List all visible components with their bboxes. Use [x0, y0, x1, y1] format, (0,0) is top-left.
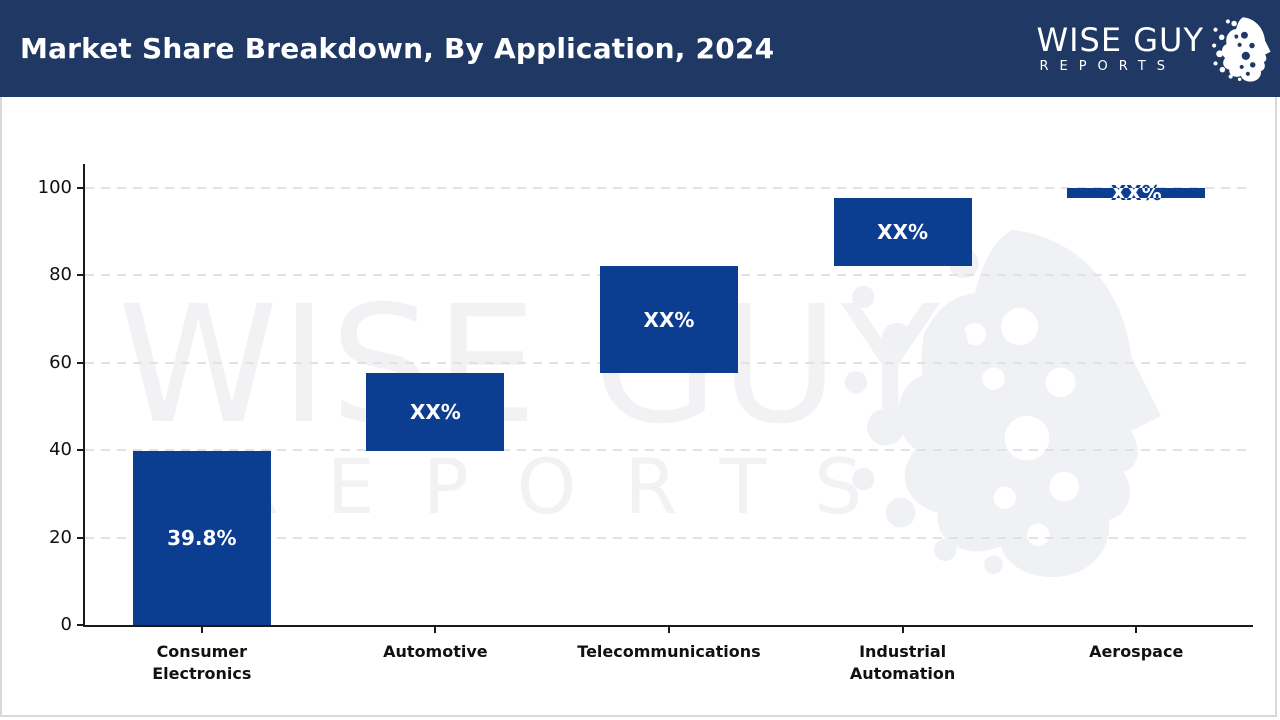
bar: XX% [833, 198, 972, 267]
watermark-text: WISE GUY [118, 272, 942, 460]
x-tick-mark [1135, 625, 1138, 633]
y-tick-mark [77, 536, 85, 539]
y-tick-mark [77, 624, 85, 626]
x-tick-mark [200, 625, 203, 633]
y-tick-mark [77, 449, 85, 451]
watermark-tagline: REPORTS [226, 442, 911, 531]
bar: 39.8% [132, 450, 271, 625]
category-label: Aerospace [1089, 642, 1184, 661]
bar-value-label: XX% [877, 220, 929, 245]
gridline [85, 186, 1253, 189]
category-label: Telecommunications [577, 642, 761, 661]
y-tick-mark [77, 274, 85, 276]
category-label: Automotive [383, 642, 488, 661]
y-tick-label: 80 [49, 264, 72, 285]
x-axis [83, 625, 1253, 627]
bar-value-label: XX% [643, 307, 695, 332]
logo-tagline: REPORTS [1039, 59, 1177, 74]
chart-area: WISE GUY REPORTS 39.8%3 [0, 97, 1280, 720]
y-tick-label: 100 [37, 176, 72, 198]
y-tick-label: 20 [49, 526, 72, 548]
y-tick-label: 40 [49, 439, 72, 460]
category-label: Industrial Automation [849, 642, 956, 683]
x-tick-mark [901, 625, 904, 633]
header-banner: Market Share Breakdown, By Application, … [0, 0, 1280, 97]
gridline [85, 536, 1253, 539]
plot-area: 39.8%39.8%XX%XX%XX%XX%XX%XX%XX%XX% [83, 164, 1253, 627]
x-tick-mark [668, 625, 670, 633]
y-tick-mark [77, 186, 85, 189]
logo-text: WISE GUY REPORTS [1036, 24, 1204, 73]
bar: XX% [366, 373, 505, 451]
y-tick-mark [77, 361, 85, 364]
page-title: Market Share Breakdown, By Application, … [20, 32, 775, 65]
bar: XX% [1067, 187, 1206, 199]
bar-value-label: 39.8% [167, 525, 237, 550]
y-tick-label: 60 [49, 351, 72, 373]
y-tick-label: 0 [60, 614, 72, 635]
gridline [85, 449, 1253, 451]
bar: XX% [600, 266, 738, 374]
y-axis [83, 164, 85, 625]
logo: WISE GUY REPORTS [1036, 0, 1272, 97]
bar-value-label: XX% [1111, 188, 1162, 199]
logo-name: WISE GUY [1036, 21, 1204, 59]
bar-value-label: XX% [409, 400, 461, 425]
logo-head-icon [1212, 16, 1271, 82]
category-label: Consumer Electronics [152, 642, 252, 683]
x-tick-mark [434, 625, 437, 633]
